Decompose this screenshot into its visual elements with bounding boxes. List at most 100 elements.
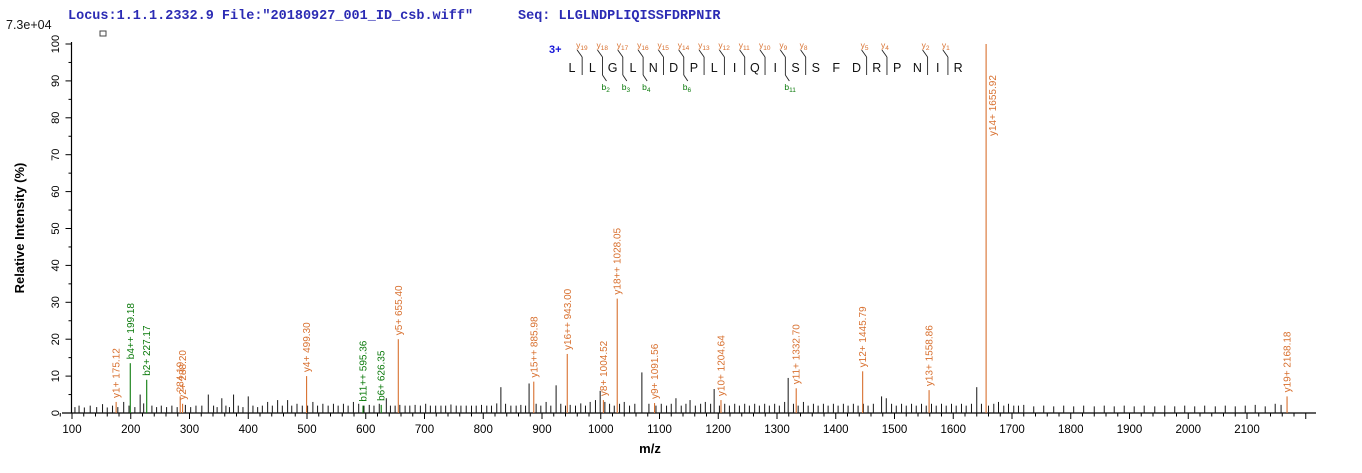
y-ion-label: y2 [922,40,930,52]
peak-label: b6+ 626.35 [377,350,388,401]
x-tick-label: 1400 [823,424,849,436]
b-cleavage-slash [602,74,607,82]
peak-label: y18++ 1028.05 [613,227,624,294]
y-ion-label: y15 [657,40,669,52]
peak-label: y11+ 1332.70 [792,324,803,385]
x-tick-label: 1800 [1058,424,1084,436]
y-tick-label: 80 [50,112,62,124]
x-tick-label: 200 [121,424,140,436]
b-ion-label: b2 [601,82,610,94]
sequence-header-label: Seq: LLGLNDPLIQISSFDRPNIR [518,9,721,24]
y-cleavage-slash [779,49,786,58]
peak-label: y19+ 2168.18 [1283,331,1294,392]
residue-letter: I [773,61,776,75]
y-ion-label: y12 [718,40,730,52]
y-cleavage-slash [678,49,685,58]
noise-peaks-layer [74,372,1282,413]
residue-letter: P [690,61,698,75]
y-cleavage-slash [597,49,603,58]
x-tick-label: 800 [474,424,493,436]
y-ion-label: y13 [698,40,710,52]
y-ion-label: y8 [800,40,808,52]
residue-letter: L [569,61,576,75]
residue-letter: D [852,61,861,75]
residue-letter: P [893,61,901,75]
b-ion-label: b6 [683,82,692,94]
peak-label: y12+ 1445.79 [858,306,869,367]
y-cleavage-slash [800,49,807,58]
axes: 100 200 300 400 500 600 700 800 900 1000 1100 1200 1… [50,35,1316,436]
b-ion-label: b3 [622,82,631,94]
labeled-peaks-layer [115,44,1288,413]
y-ion-label: y11 [739,40,750,52]
x-tick-label: 1700 [999,424,1025,436]
b-cleavage-slash [784,74,790,82]
residue-letter: S [791,61,799,75]
x-tick-label: 1300 [764,424,790,436]
precursor-marker [99,30,107,37]
peak-label: y13+ 1558.86 [925,325,936,386]
y-ion-label: y14 [678,40,690,52]
x-tick-label: 900 [532,424,551,436]
x-tick-label: 1000 [588,424,614,436]
y-axis-title: Relative Intensity (%) [12,163,27,294]
y-cleavage-slash [719,49,725,58]
residue-letter: L [589,61,596,75]
x-tick-label: 1200 [705,424,731,436]
residue-letter: I [733,61,736,75]
y-ion-label: y16 [637,40,649,52]
residue-letter: S [812,61,820,75]
b-ion-label: b4 [642,82,651,94]
x-tick-label: 1900 [1117,424,1143,436]
b-cleavage-slash [622,74,628,82]
y-ion-label: y19 [576,40,588,52]
max-intensity-label: 7.3e+04 [6,18,52,32]
peak-label: y16++ 943.00 [563,288,574,350]
b-cleavage-slash [642,74,648,82]
x-tick-label: 600 [356,424,375,436]
y-cleavage-slash [637,49,644,58]
peak-label: y15++ 885.98 [529,316,540,378]
y-cleavage-slash [658,49,664,58]
x-tick-label: 700 [415,424,434,436]
residue-letter: L [629,61,636,75]
b-cleavage-slash [683,74,689,82]
x-tick-label: 1100 [647,424,672,436]
residue-letter: F [832,61,840,75]
peak-labels-layer: y1+ 175.12 y2+ 288.20 y4+ 499.30 y5+ 655.40… [112,75,1294,402]
y-tick-label: 0 [50,410,62,416]
y-ion-label: y18 [596,40,608,52]
y-cleavage-slash [576,49,583,58]
peak-label: y1+ 175.12 [112,348,123,398]
y-tick-label: 90 [50,75,62,87]
y-tick-label: 60 [50,185,62,197]
y-tick-label: 70 [50,149,62,161]
residue-letter: N [913,61,922,75]
y-cleavage-slash [881,49,888,58]
x-axis-title: m/z [639,441,661,456]
peak-label: y4+ 499.30 [302,322,313,372]
y-ion-label: y10 [759,40,771,52]
y-tick-label: 10 [50,370,62,382]
peak-label: b4++ 199.18 [126,303,137,360]
charge-state-label: 3+ [549,44,562,56]
residue-letter: L [711,61,718,75]
peak-label: y9+ 1091.56 [650,343,661,399]
residue-letter: N [649,61,658,75]
residue-letter: R [872,61,881,75]
residue-letter: G [608,61,618,75]
y-cleavage-slash [942,49,949,58]
residue-letter: D [669,61,678,75]
x-tick-label: 1500 [882,424,908,436]
y-ion-label: y1 [942,40,950,52]
y-cleavage-slash [698,49,705,58]
residue-letter: I [936,61,939,75]
y-tick-label: 20 [50,333,62,345]
peak-label: y8+ 1004.52 [599,340,610,396]
locus-file-label: Locus:1.1.1.2332.9 File:"20180927_001_ID… [68,9,473,24]
peak-label: b2+ 227.17 [142,325,153,376]
y-ion-label: y9 [779,40,787,52]
